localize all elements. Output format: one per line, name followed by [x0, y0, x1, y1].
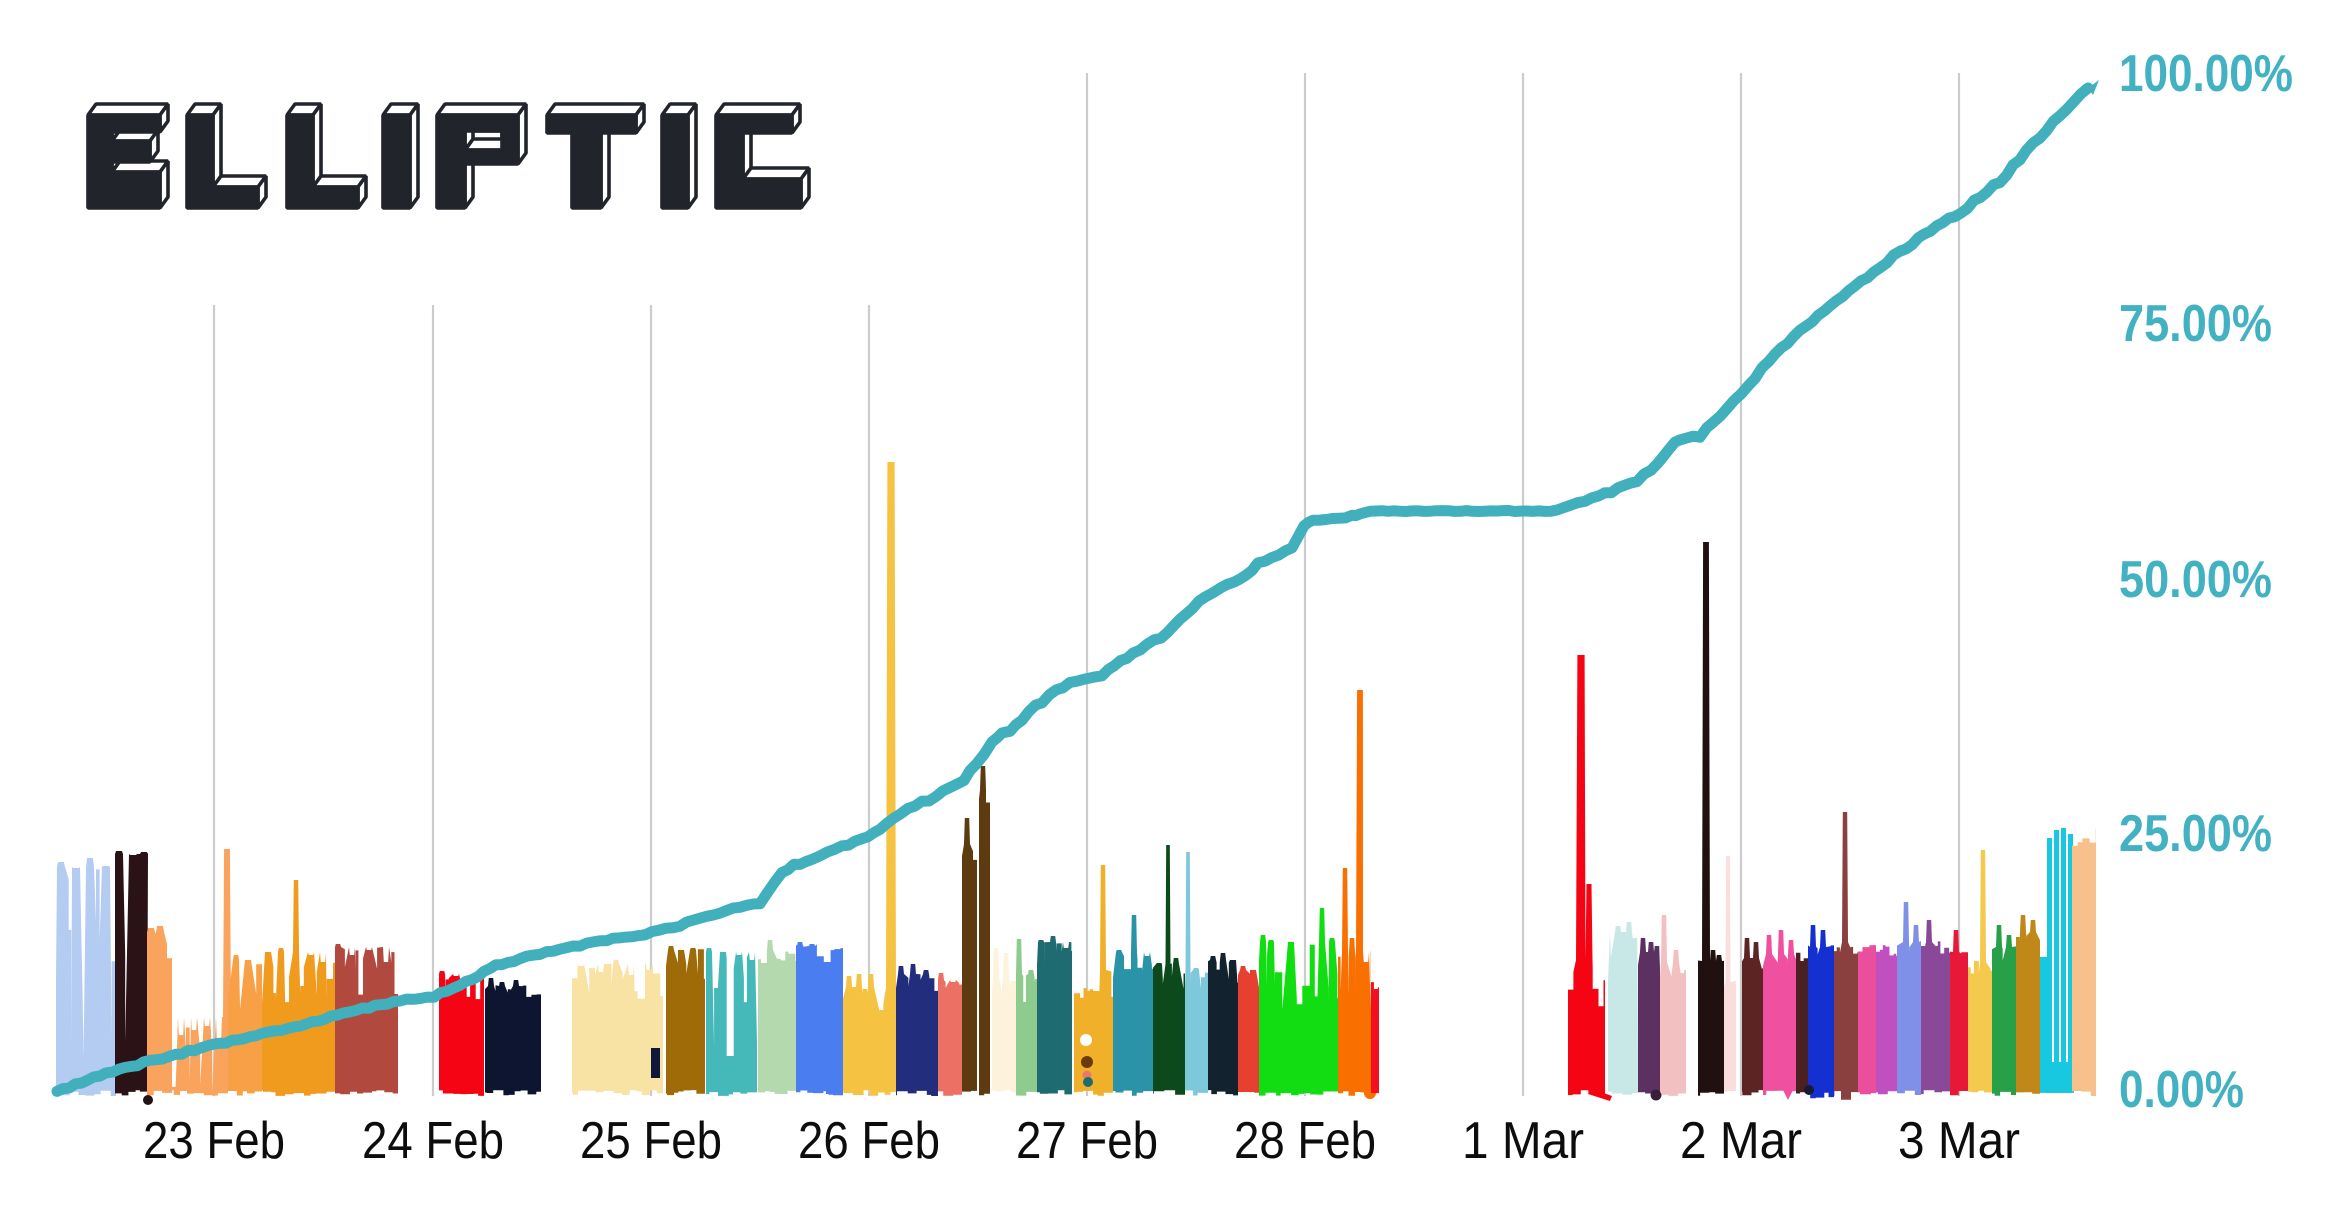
svg-text:100.00%: 100.00% — [2119, 46, 2293, 103]
svg-text:24 Feb: 24 Feb — [362, 1113, 504, 1170]
svg-text:26 Feb: 26 Feb — [798, 1113, 940, 1170]
svg-text:1 Mar: 1 Mar — [1462, 1113, 1584, 1170]
svg-text:0.00%: 0.00% — [2119, 1062, 2244, 1119]
svg-text:27 Feb: 27 Feb — [1016, 1113, 1158, 1170]
svg-text:25 Feb: 25 Feb — [580, 1113, 722, 1170]
svg-text:2 Mar: 2 Mar — [1680, 1113, 1802, 1170]
svg-text:23 Feb: 23 Feb — [143, 1113, 285, 1170]
svg-text:50.00%: 50.00% — [2119, 552, 2272, 609]
svg-text:25.00%: 25.00% — [2119, 806, 2272, 863]
svg-text:75.00%: 75.00% — [2119, 296, 2272, 353]
svg-text:28 Feb: 28 Feb — [1234, 1113, 1376, 1170]
svg-text:3 Mar: 3 Mar — [1898, 1113, 2020, 1170]
